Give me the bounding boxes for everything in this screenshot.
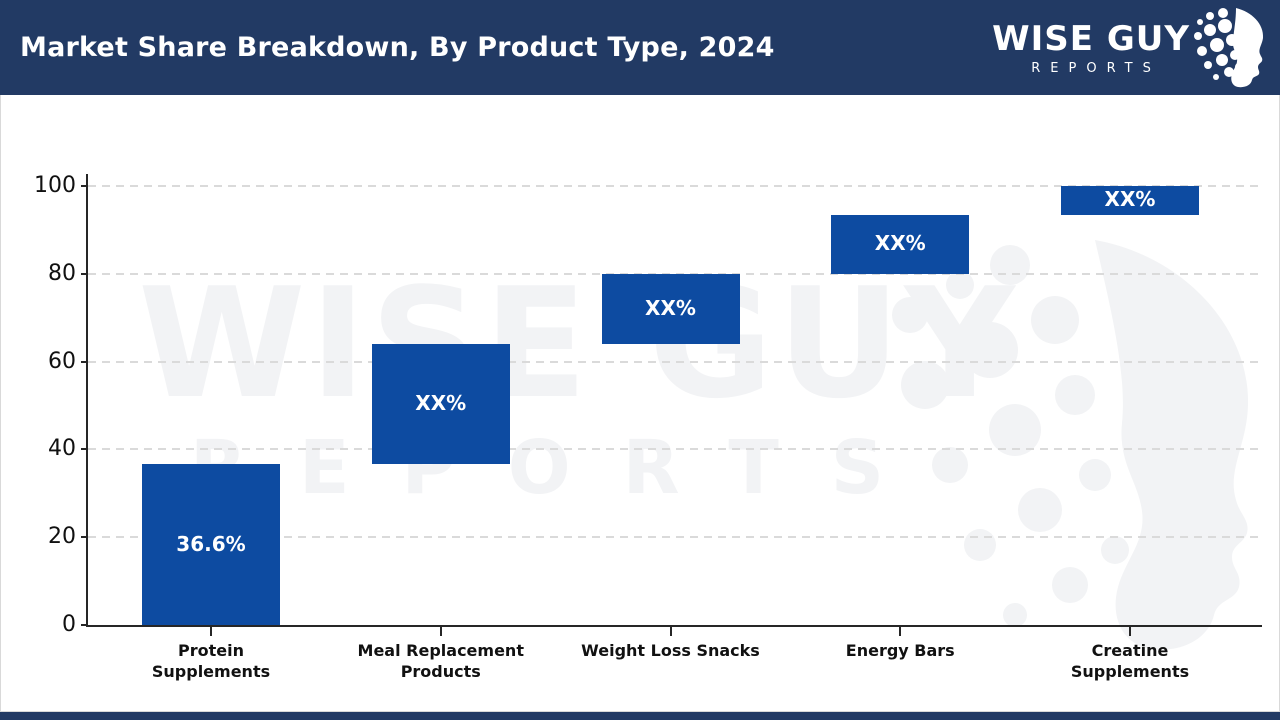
y-axis-tick	[81, 536, 88, 539]
bar-segment	[601, 273, 740, 345]
category-label-line: Protein	[178, 641, 244, 660]
gridline	[88, 536, 1262, 539]
logo-sub-text: REPORTS	[1031, 60, 1161, 76]
bar-value-label: 36.6%	[176, 531, 246, 556]
x-axis-line	[86, 625, 1262, 627]
y-axis-tick	[81, 272, 88, 275]
y-axis-tick	[81, 185, 88, 187]
y-axis-label: 100	[34, 173, 76, 198]
bar-value-label: XX%	[874, 231, 926, 256]
logo-wordmark: WISE GUY REPORTS	[992, 22, 1190, 75]
bar-segment	[831, 214, 970, 274]
chart-title: Market Share Breakdown, By Product Type,…	[20, 32, 775, 63]
x-axis-tick	[669, 627, 672, 636]
gridline	[88, 185, 1262, 187]
y-axis-label: 40	[48, 436, 76, 462]
y-axis-label: 20	[48, 524, 76, 550]
category-label-line: Energy Bars	[845, 641, 955, 660]
bar-value-label: XX%	[415, 391, 467, 416]
y-axis-label: 80	[48, 260, 76, 286]
x-axis-tick	[899, 627, 902, 636]
bar-value-label: XX%	[645, 295, 696, 320]
gridline	[88, 448, 1262, 451]
category-label: Creatine Supplements	[1015, 640, 1245, 682]
category-label-line: Products	[400, 662, 481, 681]
bar-segment	[1061, 186, 1199, 215]
footer-bar	[0, 711, 1280, 720]
y-axis-label: 0	[62, 612, 76, 637]
category-label-line: Supplements	[151, 662, 271, 681]
x-axis-tick	[1129, 627, 1131, 636]
category-label: Protein Supplements	[96, 640, 326, 682]
category-label: Meal Replacement Products	[326, 640, 556, 682]
category-label-line: Meal Replacement	[357, 641, 524, 660]
category-label-line: Weight Loss Snacks	[581, 641, 760, 660]
y-axis-tick	[81, 360, 88, 363]
logo-face-icon	[1194, 8, 1264, 88]
x-axis-tick	[210, 627, 212, 636]
y-axis-tick	[81, 448, 88, 451]
gridline	[88, 360, 1262, 363]
y-axis-line	[86, 174, 88, 627]
y-axis-tick	[81, 624, 88, 626]
category-label-line: Creatine	[1091, 641, 1169, 660]
header-bar: Market Share Breakdown, By Product Type,…	[0, 0, 1280, 95]
bar-segment	[371, 344, 510, 465]
bar-segment	[142, 464, 280, 625]
logo-main-text: WISE GUY	[992, 18, 1190, 59]
category-label: Energy Bars	[785, 640, 1015, 661]
category-label-line: Supplements	[1070, 662, 1190, 681]
x-axis-tick	[439, 627, 442, 636]
wise-guy-logo: WISE GUY REPORTS	[992, 8, 1268, 88]
y-axis-label: 60	[48, 348, 76, 374]
category-label: Weight Loss Snacks	[556, 640, 786, 661]
bar-value-label: XX%	[1104, 187, 1156, 212]
